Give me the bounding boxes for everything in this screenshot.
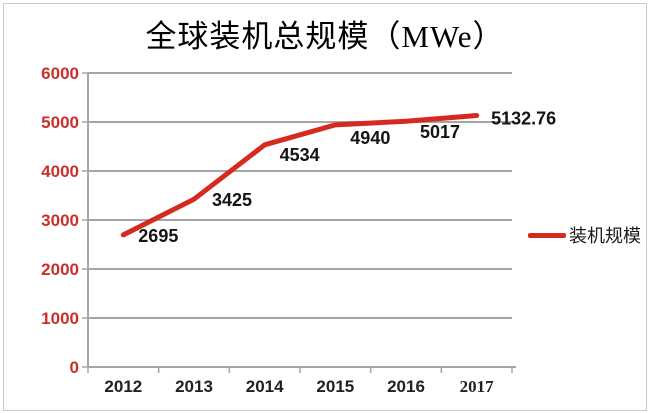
x-tick-label: 2013	[175, 377, 213, 396]
data-label: 2695	[138, 226, 178, 246]
data-label: 5132.76	[491, 108, 556, 128]
x-tick-label: 2016	[387, 377, 425, 396]
y-tick-label: 1000	[41, 309, 79, 328]
y-tick-label: 5000	[41, 113, 79, 132]
data-label: 4534	[280, 145, 320, 165]
data-label: 5017	[420, 122, 460, 142]
data-label: 3425	[212, 190, 252, 210]
legend-line-marker	[528, 232, 566, 238]
y-tick-label: 0	[70, 358, 79, 377]
y-tick-label: 4000	[41, 162, 79, 181]
legend-label: 装机规模	[569, 226, 641, 246]
x-tick-label: 2012	[104, 377, 142, 396]
x-tick-label: 2017	[460, 377, 495, 396]
data-label: 4940	[350, 128, 390, 148]
legend: 装机规模	[528, 222, 641, 248]
series-line-installed-capacity	[120, 113, 480, 238]
x-tick-label: 2015	[316, 377, 354, 396]
y-tick-label: 3000	[41, 211, 79, 230]
y-tick-label: 6000	[41, 64, 79, 83]
chart-title: 全球装机总规模（MWe）	[145, 19, 505, 54]
x-tick-label: 2014	[246, 377, 284, 396]
y-tick-label: 2000	[41, 260, 79, 279]
